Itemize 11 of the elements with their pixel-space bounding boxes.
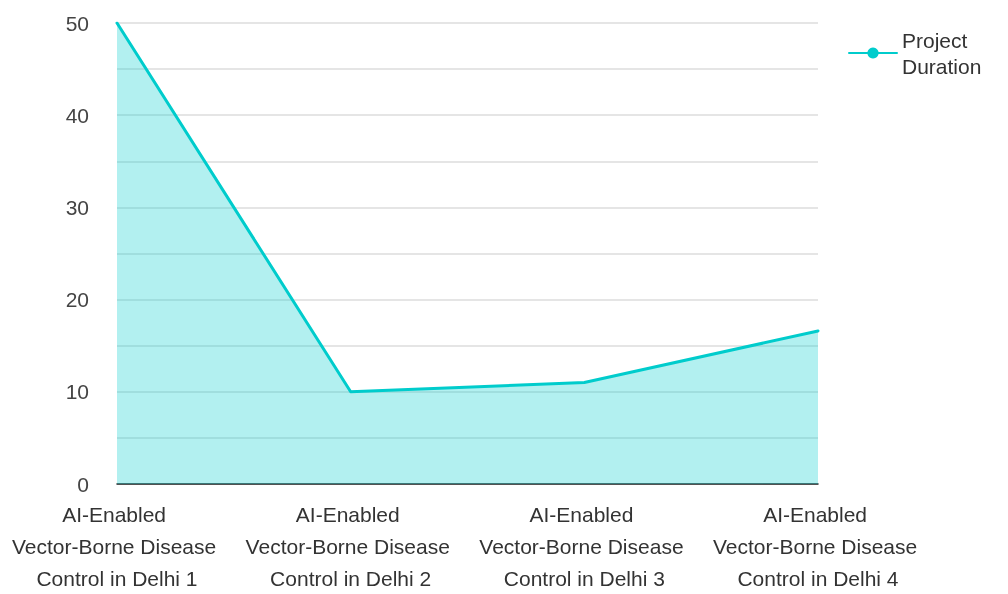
y-tick-label: 40 [65, 103, 89, 127]
y-tick-label: 20 [65, 288, 89, 312]
y-tick-label: 30 [65, 195, 89, 219]
x-tick-label: AI-Enabled Vector-Borne Disease Control in Delhi 3 [479, 502, 690, 590]
x-tick-label: AI-Enabled Vector-Borne Disease Control in Delhi 4 [712, 502, 924, 590]
y-tick-label: 10 [65, 380, 89, 404]
y-tick-label: 50 [65, 11, 89, 35]
x-tick-label: AI-Enabled Vector-Borne Disease Control in Delhi 2 [245, 502, 456, 590]
legend-label: Project Duration [902, 28, 982, 78]
y-tick-label: 0 [77, 472, 89, 496]
x-tick-label: AI-Enabled Vector-Borne Disease Control in Delhi 1 [11, 502, 223, 590]
